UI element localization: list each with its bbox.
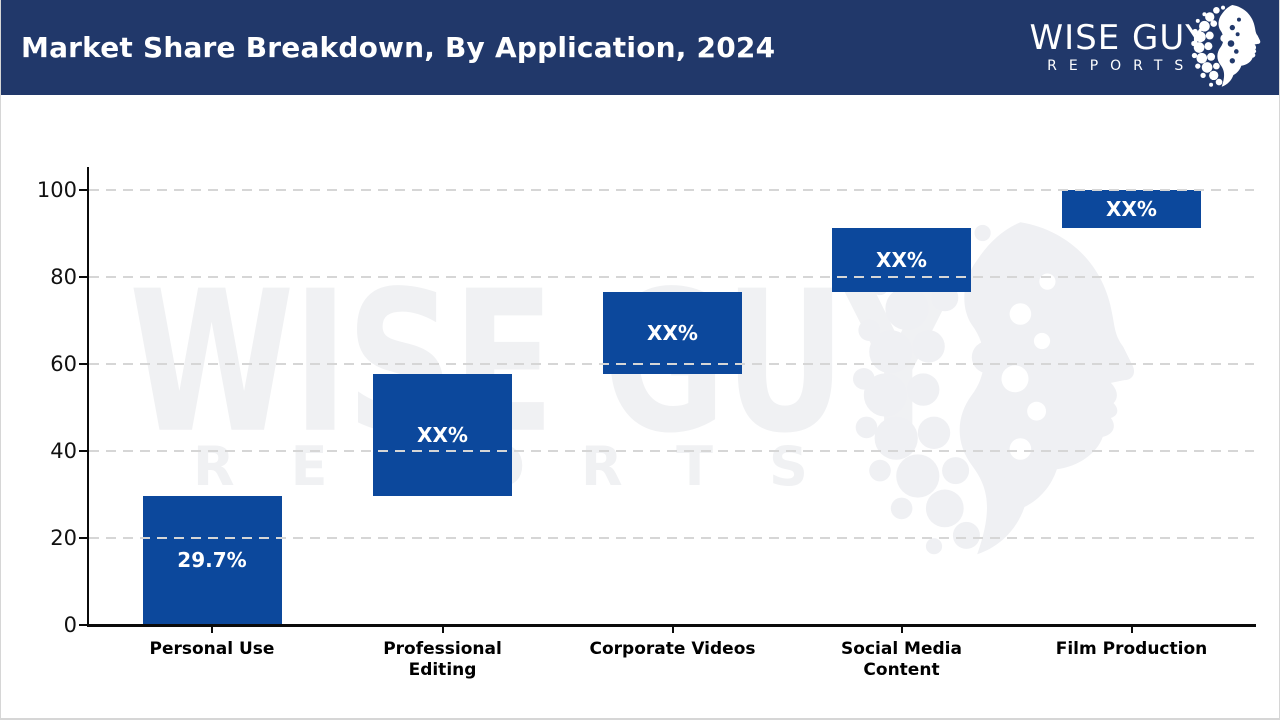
gridline-20 [89,537,1254,539]
wise-guy-logo: WISE GUY REPORTS [1029,0,1271,95]
x-tick-mark [1130,625,1133,633]
header: Market Share Breakdown, By Application, … [1,0,1279,95]
y-tick-label: 40 [50,439,77,463]
x-tick-mark [900,625,903,633]
x-category-label-corporate-videos: Corporate Videos [563,639,783,660]
gridline-100 [89,189,1254,191]
bar-film-production [1062,190,1201,228]
x-category-line: Film Production [1055,639,1208,659]
x-tick-mark [441,625,444,633]
gridline-60 [89,363,1254,365]
bar-professional-editing [373,374,512,496]
bar-social-media-content [832,227,971,293]
x-category-line: Editing [408,660,477,680]
x-category-label-professional-editing: Professional Editing [333,639,553,681]
x-category-label-film-production: Film Production [1022,639,1242,660]
y-tick-label: 80 [50,265,77,289]
y-tick-mark [79,537,89,539]
bar-value-label-personal-use: 29.7% [177,548,247,573]
logo-text: WISE GUY REPORTS [1029,21,1207,74]
bar-value-label-social-media-content: XX% [876,248,927,273]
bar-value-label-film-production: XX% [1106,196,1157,221]
y-axis-line [87,167,89,626]
watermark-subtitle: REPORTS [193,435,864,498]
x-category-label-personal-use: Personal Use [102,639,322,660]
page-title: Market Share Breakdown, By Application, … [21,31,776,64]
y-tick-mark [79,450,89,452]
x-category-line: Corporate Videos [589,639,756,659]
logo-wordmark: WISE GUY [1029,18,1207,58]
x-category-line: Professional [383,639,502,659]
bar-personal-use [142,495,282,625]
y-tick-mark [79,189,89,191]
y-tick-mark [79,363,89,365]
y-tick-label: 60 [50,352,77,376]
y-tick-mark [79,276,89,278]
x-category-line: Personal Use [149,639,275,659]
gridline-40 [89,450,1254,452]
y-tick-mark [79,624,89,626]
y-tick-label: 0 [63,613,77,637]
gridline-80 [89,276,1254,278]
bar-value-label-corporate-videos: XX% [647,321,698,346]
x-tick-mark [211,625,213,633]
y-tick-label: 100 [36,178,77,202]
bar-corporate-videos [603,292,742,374]
y-tick-label: 20 [50,526,77,550]
x-category-label-social-media-content: Social Media Content [792,639,1012,681]
logo-subtitle: REPORTS [1047,58,1196,74]
x-tick-mark [671,625,674,633]
bar-value-label-professional-editing: XX% [417,422,468,447]
x-category-line: Social Media [841,639,962,659]
x-category-line: Content [863,660,940,680]
